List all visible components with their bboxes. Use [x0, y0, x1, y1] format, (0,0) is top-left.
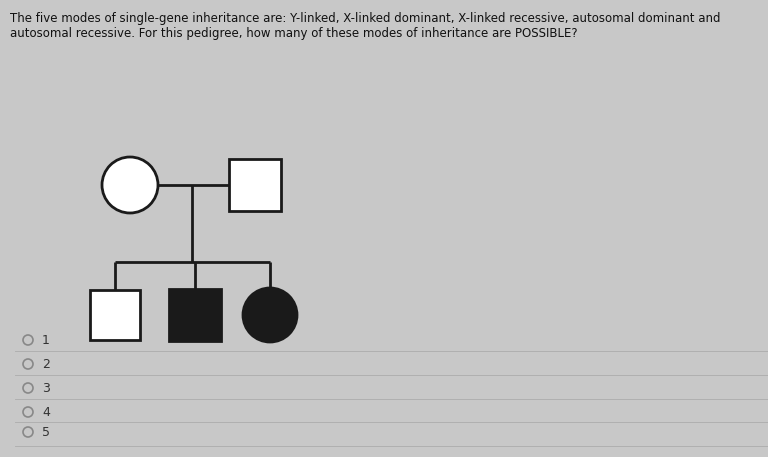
Circle shape: [23, 335, 33, 345]
Circle shape: [23, 427, 33, 437]
Bar: [169, 289, 221, 341]
Bar: [229, 159, 281, 211]
Text: 4: 4: [42, 405, 50, 419]
Text: The five modes of single-gene inheritance are: Y-linked, X-linked dominant, X-li: The five modes of single-gene inheritanc…: [10, 12, 720, 40]
Ellipse shape: [243, 288, 297, 342]
Circle shape: [23, 359, 33, 369]
Circle shape: [23, 407, 33, 417]
Text: 5: 5: [42, 425, 50, 439]
Bar: [90, 290, 140, 340]
Ellipse shape: [102, 157, 158, 213]
Text: 3: 3: [42, 382, 50, 394]
Text: 2: 2: [42, 357, 50, 371]
Text: 1: 1: [42, 334, 50, 346]
Circle shape: [23, 383, 33, 393]
